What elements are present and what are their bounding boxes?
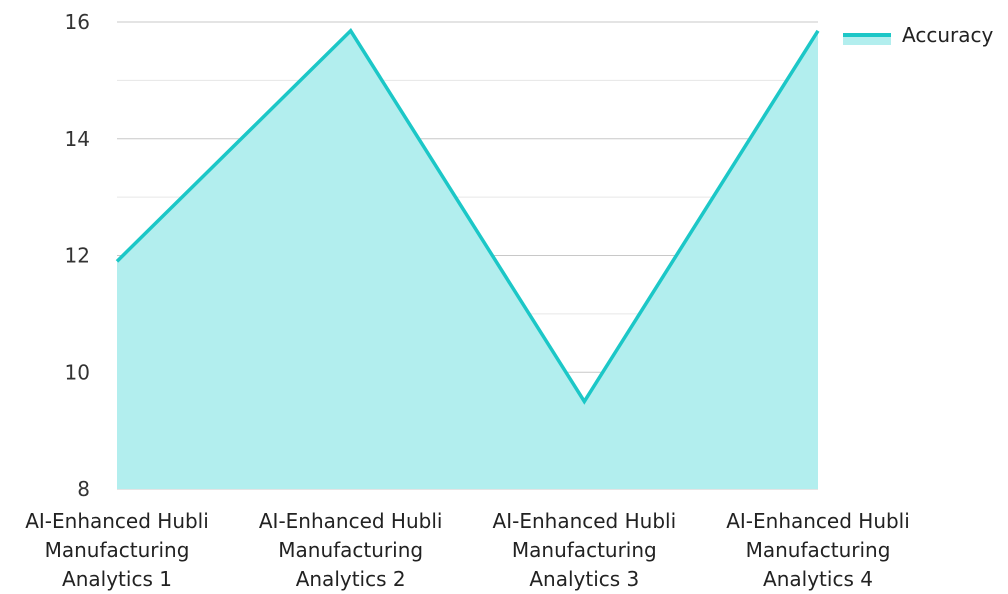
x-category-label-line: AI-Enhanced Hubli bbox=[726, 509, 910, 533]
x-axis-categories: AI-Enhanced Hubli Manufacturing Analytics … bbox=[25, 509, 910, 591]
y-tick-label: 14 bbox=[65, 127, 90, 151]
x-category-label: AI-Enhanced Hubli Manufacturing Analytics … bbox=[493, 509, 677, 591]
x-category-label-line: Analytics 4 bbox=[763, 567, 873, 591]
x-category-label-line: Analytics 1 bbox=[62, 567, 172, 591]
x-category-label-line: Manufacturing bbox=[278, 538, 423, 562]
y-tick-label: 8 bbox=[77, 477, 90, 501]
x-category-label-line: Manufacturing bbox=[45, 538, 190, 562]
series-line-accuracy bbox=[115, 27, 820, 405]
x-category-label-line: AI-Enhanced Hubli bbox=[493, 509, 677, 533]
x-category-label-line: AI-Enhanced Hubli bbox=[259, 509, 443, 533]
area-series bbox=[115, 27, 820, 489]
legend-label-accuracy: Accuracy bbox=[902, 23, 993, 47]
area-fill-accuracy bbox=[117, 30, 818, 489]
x-category-label-line: Manufacturing bbox=[746, 538, 891, 562]
y-tick-label: 16 bbox=[65, 10, 90, 34]
x-category-label-line: Analytics 3 bbox=[529, 567, 639, 591]
x-category-label-line: AI-Enhanced Hubli bbox=[25, 509, 209, 533]
x-category-label: AI-Enhanced Hubli Manufacturing Analytics … bbox=[259, 509, 443, 591]
x-category-label: AI-Enhanced Hubli Manufacturing Analytics … bbox=[25, 509, 209, 591]
legend: Accuracy bbox=[843, 23, 993, 47]
y-tick-label: 12 bbox=[65, 244, 90, 268]
legend-swatch-fill bbox=[843, 35, 891, 45]
x-category-label-line: Analytics 2 bbox=[296, 567, 406, 591]
x-category-label: AI-Enhanced Hubli Manufacturing Analytics … bbox=[726, 509, 910, 591]
y-axis-ticks: 8 10 12 14 16 bbox=[65, 10, 90, 501]
y-tick-label: 10 bbox=[65, 360, 90, 384]
x-category-label-line: Manufacturing bbox=[512, 538, 657, 562]
